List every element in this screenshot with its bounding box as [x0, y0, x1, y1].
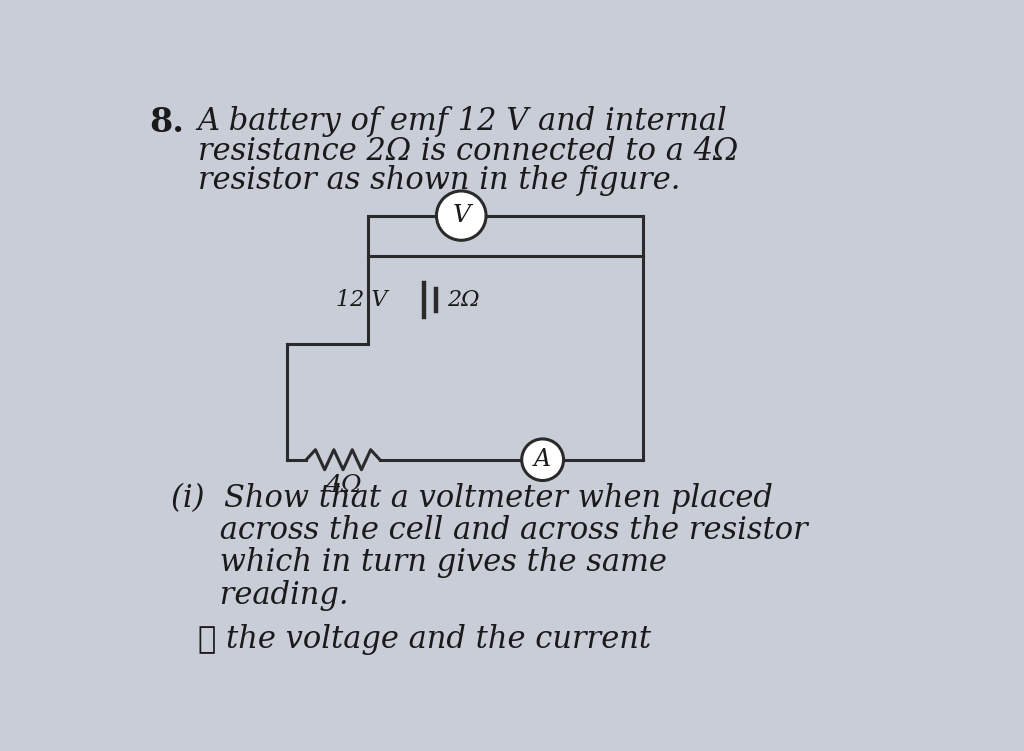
Text: A battery of emf 12 V and internal: A battery of emf 12 V and internal [198, 107, 727, 137]
Text: 4Ω: 4Ω [325, 474, 361, 496]
Text: A: A [535, 448, 551, 471]
Text: across the cell and across the resistor: across the cell and across the resistor [171, 515, 807, 546]
Circle shape [436, 191, 486, 240]
Text: V: V [453, 204, 470, 227]
Text: 8.: 8. [150, 107, 184, 139]
Text: which in turn gives the same: which in turn gives the same [171, 547, 667, 578]
Text: reading.: reading. [171, 580, 348, 611]
Text: (i)  Show that a voltmeter when placed: (i) Show that a voltmeter when placed [171, 483, 772, 514]
Circle shape [521, 439, 563, 481]
Text: 2Ω: 2Ω [447, 289, 480, 311]
Text: resistance 2Ω is connected to a 4Ω: resistance 2Ω is connected to a 4Ω [198, 135, 738, 167]
Text: resistor as shown in the figure.: resistor as shown in the figure. [198, 164, 680, 196]
Text: 12 V: 12 V [336, 289, 388, 311]
Text: ℓ the voltage and the current: ℓ the voltage and the current [198, 624, 651, 655]
